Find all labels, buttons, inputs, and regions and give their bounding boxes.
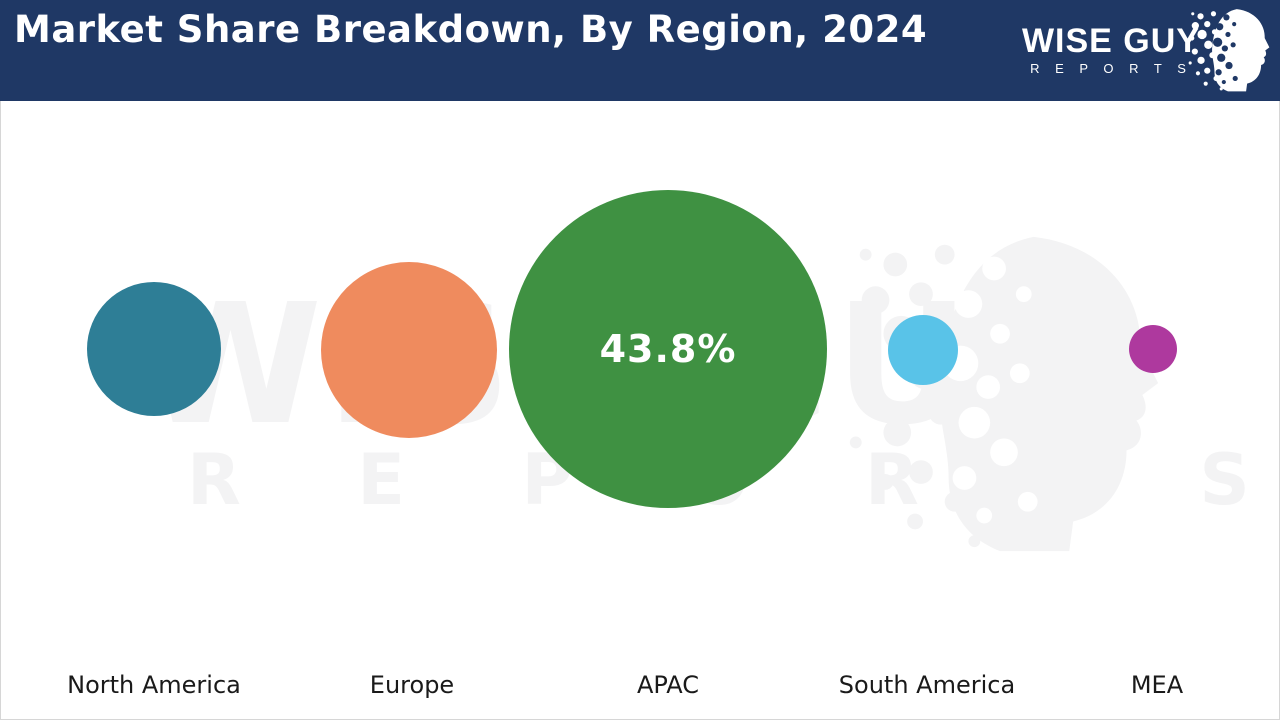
category-label-europe: Europe (369, 671, 455, 699)
watermark-head-icon (849, 236, 1159, 552)
apac-value-label: 43.8% (599, 327, 737, 371)
category-label-north-america: North America (67, 671, 241, 699)
bubble-europe (321, 262, 497, 438)
brand-tagline: R E P O R T S (1030, 61, 1192, 77)
page-title: Market Share Breakdown, By Region, 2024 (14, 8, 928, 51)
category-label-south-america: South America (838, 671, 1016, 699)
brand-logo: WISE GUY R E P O R T S (1022, 4, 1272, 96)
bubble-apac: 43.8% (509, 190, 827, 508)
brand-text: WISE GUY R E P O R T S (1021, 21, 1200, 77)
header-bar: Market Share Breakdown, By Region, 2024 … (0, 0, 1280, 101)
bubble-north-america (87, 282, 221, 416)
wiseguy-head-icon (1188, 9, 1270, 92)
category-label-mea: MEA (1130, 671, 1184, 699)
bubble-mea (1129, 325, 1177, 373)
category-label-apac: APAC (636, 671, 700, 699)
chart-area: WISE GUY R E P O R T S 43.8% (0, 101, 1280, 720)
brand-name: WISE GUY (1021, 21, 1200, 60)
bubble-south-america (888, 315, 958, 385)
